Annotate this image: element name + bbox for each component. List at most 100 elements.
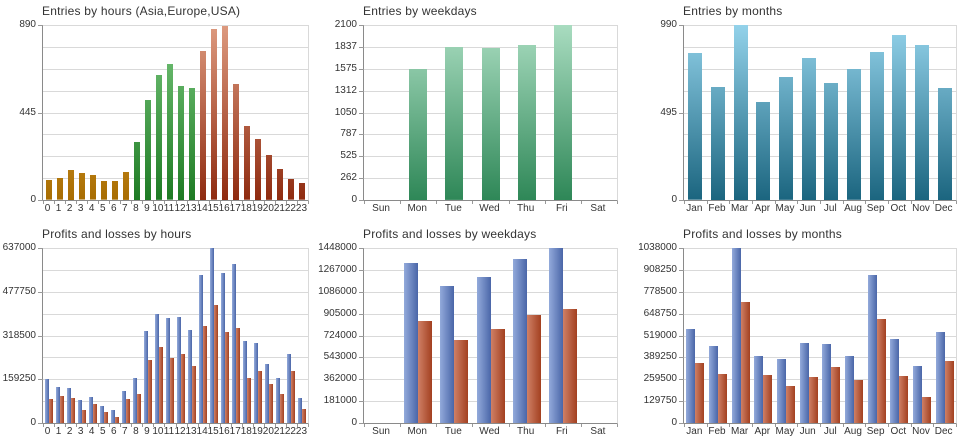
bar-19[interactable] (255, 138, 262, 200)
bar-profits-Apr[interactable] (754, 355, 764, 423)
bar-20[interactable] (266, 155, 273, 200)
bar-profits-Mar[interactable] (731, 248, 741, 423)
bar-profits-23[interactable] (298, 398, 303, 423)
bar-profits-Jun[interactable] (799, 343, 809, 423)
bar-profits-15[interactable] (210, 248, 215, 423)
bar-14[interactable] (200, 50, 207, 200)
bar-Thu[interactable] (517, 44, 536, 200)
bar-losses-23[interactable] (302, 408, 307, 423)
bar-losses-20[interactable] (269, 383, 274, 423)
bar-Jun[interactable] (801, 57, 816, 200)
bar-profits-6[interactable] (110, 409, 115, 423)
bar-profits-Feb[interactable] (709, 345, 718, 423)
bar-profits-Jul[interactable] (822, 344, 832, 423)
bar-profits-Sep[interactable] (867, 274, 877, 423)
bar-profits-12[interactable] (177, 316, 182, 423)
bar-profits-9[interactable] (143, 330, 148, 423)
bar-profits-May[interactable] (777, 358, 786, 423)
bar-losses-7[interactable] (125, 398, 130, 423)
bar-losses-Oct[interactable] (899, 376, 909, 423)
bar-losses-3[interactable] (81, 410, 86, 423)
bar-10[interactable] (155, 75, 162, 200)
bar-losses-0[interactable] (48, 398, 53, 423)
bar-profits-13[interactable] (188, 329, 193, 423)
bar-Feb[interactable] (711, 86, 725, 200)
bar-profits-4[interactable] (88, 396, 93, 423)
bar-Sep[interactable] (869, 51, 884, 200)
bar-profits-2[interactable] (66, 387, 71, 423)
bar-17[interactable] (233, 84, 240, 200)
bar-Oct[interactable] (892, 34, 907, 200)
bar-23[interactable] (299, 183, 306, 200)
bar-profits-0[interactable] (44, 379, 49, 423)
bar-Mar[interactable] (733, 25, 748, 200)
bar-losses-Wed[interactable] (490, 328, 505, 423)
bar-profits-Oct[interactable] (890, 338, 900, 423)
bar-losses-Mar[interactable] (740, 302, 750, 423)
bar-losses-Jun[interactable] (808, 377, 818, 423)
bar-losses-1[interactable] (59, 396, 64, 423)
bar-Tue[interactable] (445, 47, 464, 200)
bar-16[interactable] (222, 25, 229, 200)
bar-15[interactable] (211, 29, 218, 200)
bar-losses-21[interactable] (280, 394, 285, 423)
bar-Mon[interactable] (409, 68, 428, 200)
bar-losses-4[interactable] (92, 404, 97, 423)
bar-profits-3[interactable] (77, 399, 82, 423)
bar-5[interactable] (100, 181, 107, 200)
bar-profits-8[interactable] (132, 378, 137, 423)
bar-losses-Thu[interactable] (526, 314, 541, 423)
bar-0[interactable] (45, 180, 52, 200)
bar-21[interactable] (277, 168, 284, 200)
bar-losses-12[interactable] (181, 353, 186, 423)
bar-losses-Sep[interactable] (876, 318, 886, 423)
bar-Wed[interactable] (481, 47, 500, 200)
bar-losses-Aug[interactable] (854, 379, 863, 423)
bar-profits-14[interactable] (199, 274, 204, 423)
bar-profits-19[interactable] (254, 342, 259, 423)
bar-22[interactable] (288, 179, 295, 200)
bar-13[interactable] (189, 87, 196, 200)
bar-profits-Dec[interactable] (935, 332, 945, 423)
bar-profits-Nov[interactable] (913, 365, 922, 423)
bar-7[interactable] (122, 172, 129, 200)
bar-2[interactable] (67, 169, 74, 200)
bar-losses-18[interactable] (247, 377, 252, 423)
bar-losses-2[interactable] (70, 398, 75, 423)
bar-profits-Tue[interactable] (440, 285, 455, 423)
bar-losses-9[interactable] (147, 359, 152, 423)
bar-profits-Wed[interactable] (476, 277, 491, 423)
bar-4[interactable] (89, 175, 96, 200)
bar-Aug[interactable] (847, 69, 861, 200)
bar-profits-Thu[interactable] (512, 258, 527, 423)
bar-9[interactable] (144, 99, 151, 200)
bar-Jan[interactable] (688, 53, 703, 200)
bar-losses-11[interactable] (169, 357, 174, 423)
bar-losses-19[interactable] (258, 371, 263, 423)
bar-11[interactable] (166, 64, 173, 200)
bar-losses-Dec[interactable] (944, 361, 954, 423)
bar-profits-20[interactable] (265, 364, 270, 423)
bar-losses-8[interactable] (136, 393, 141, 423)
bar-losses-Tue[interactable] (454, 340, 469, 423)
bar-losses-13[interactable] (192, 365, 197, 423)
bar-losses-10[interactable] (158, 347, 163, 423)
bar-profits-7[interactable] (121, 391, 126, 423)
bar-profits-1[interactable] (55, 387, 60, 423)
bar-losses-Mon[interactable] (418, 320, 433, 423)
bar-profits-10[interactable] (154, 314, 159, 423)
bar-Jul[interactable] (824, 82, 839, 200)
bar-losses-Fri[interactable] (562, 308, 577, 423)
bar-losses-14[interactable] (203, 326, 208, 423)
bar-profits-Mon[interactable] (404, 263, 419, 423)
bar-losses-May[interactable] (786, 386, 795, 423)
bar-profits-21[interactable] (276, 377, 281, 423)
bar-Fri[interactable] (553, 25, 572, 200)
bar-profits-Jan[interactable] (686, 328, 696, 423)
bar-losses-Nov[interactable] (922, 397, 931, 423)
bar-profits-22[interactable] (287, 354, 292, 423)
bar-profits-Aug[interactable] (845, 355, 854, 423)
bar-profits-18[interactable] (243, 341, 248, 423)
bar-profits-17[interactable] (232, 263, 237, 423)
bar-profits-Fri[interactable] (548, 248, 563, 423)
